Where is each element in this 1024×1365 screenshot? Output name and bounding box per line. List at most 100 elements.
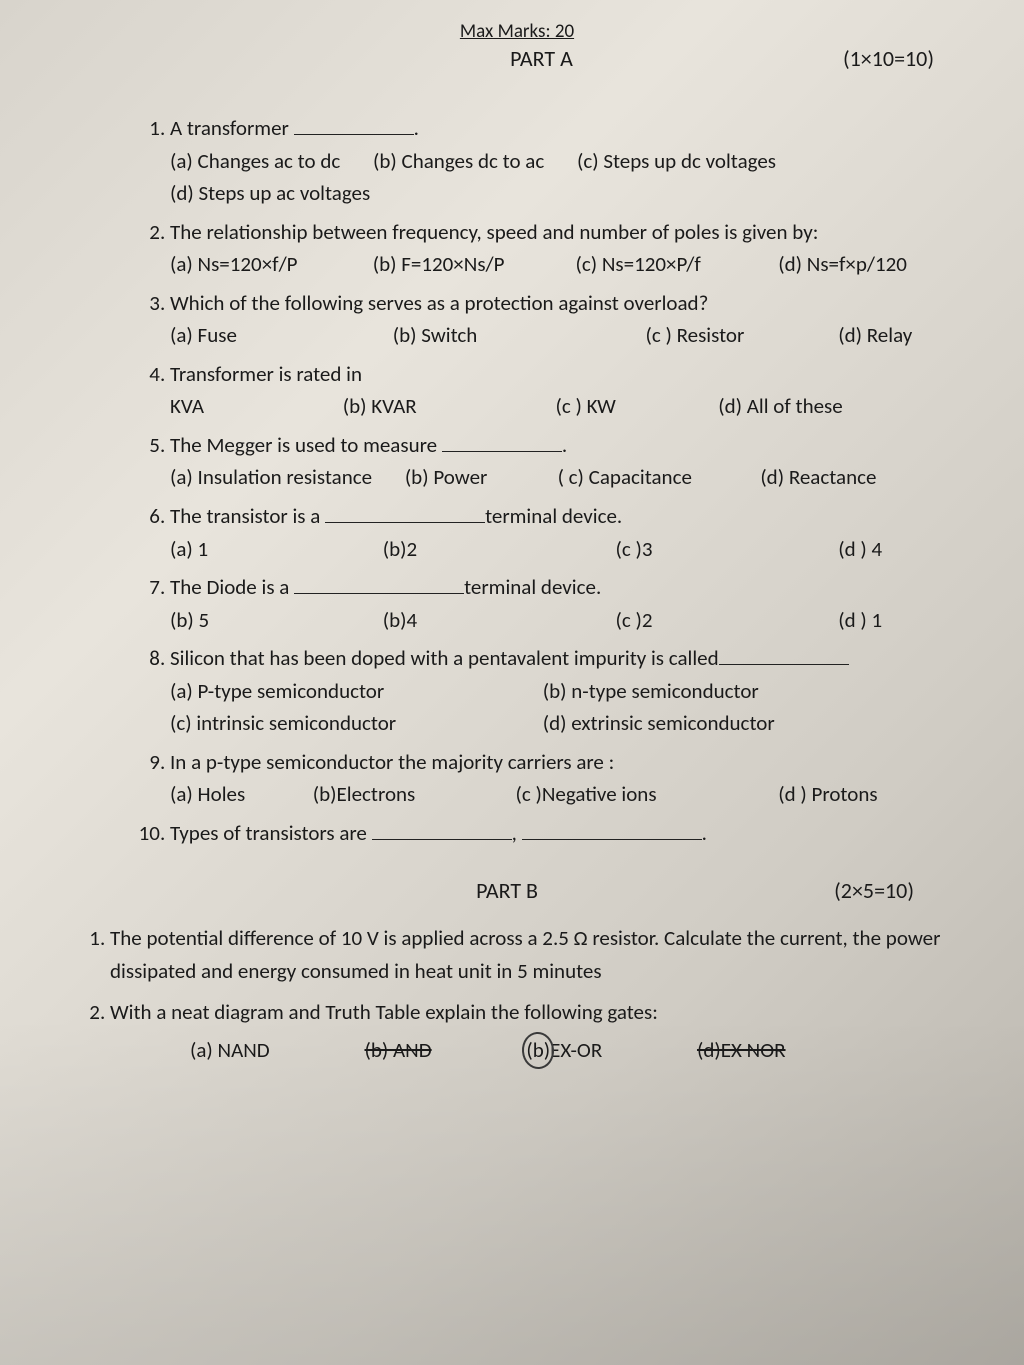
option-c: ( c) Capacitance bbox=[558, 461, 728, 494]
question-text: Which of the following serves as a prote… bbox=[170, 287, 974, 320]
blank bbox=[294, 574, 464, 594]
option-c: (c) Ns=120×P/f bbox=[576, 248, 746, 281]
q10-post: . bbox=[702, 820, 707, 846]
gate-c: (b)EX-OR bbox=[526, 1034, 602, 1067]
q7-post: terminal device. bbox=[464, 574, 601, 600]
options: (a) Insulation resistance (b) Power ( c)… bbox=[170, 461, 974, 494]
option-b: (b) Power bbox=[405, 461, 525, 494]
option-a: (a) Fuse bbox=[170, 319, 360, 352]
q10-mid: , bbox=[512, 820, 522, 846]
option-b: (b) Changes dc to ac bbox=[373, 145, 544, 178]
gates-options: (a) NAND (b) AND (b)EX-OR (d)EX NOR bbox=[110, 1034, 974, 1067]
blank bbox=[442, 432, 562, 452]
blank bbox=[522, 820, 702, 840]
option-a: (a) 1 bbox=[170, 533, 350, 566]
option-a: (a) P-type semiconductor bbox=[170, 675, 510, 708]
part-a-header: PART A (1×10=10) bbox=[60, 45, 974, 72]
question-3: Which of the following serves as a prote… bbox=[170, 287, 974, 352]
question-text: With a neat diagram and Truth Table expl… bbox=[110, 999, 658, 1025]
q6-post: terminal device. bbox=[485, 503, 622, 529]
gate-b-struck: (b) AND bbox=[364, 1034, 431, 1067]
options: KVA (b) KVAR (c ) KW (d) All of these bbox=[170, 390, 974, 423]
part-b-title: PART B bbox=[60, 877, 834, 904]
option-d: (d) Reactance bbox=[760, 461, 876, 494]
question-text: Silicon that has been doped with a penta… bbox=[170, 642, 974, 675]
blank bbox=[372, 820, 512, 840]
option-c: (c )2 bbox=[616, 604, 806, 637]
question-text: In a p-type semiconductor the majority c… bbox=[170, 746, 974, 779]
options: (a) Holes (b)Electrons (c )Negative ions… bbox=[170, 778, 974, 811]
q1-post: . bbox=[414, 115, 419, 141]
part-a-title: PART A bbox=[60, 45, 843, 72]
option-d: (d) Ns=f×p/120 bbox=[778, 248, 907, 281]
option-a: (a) Changes ac to dc bbox=[170, 145, 340, 178]
exam-page: Max Marks: 20 PART A (1×10=10) A transfo… bbox=[0, 0, 1024, 1095]
option-b: (b) n-type semiconductor bbox=[543, 675, 759, 708]
option-c: (c )Negative ions bbox=[516, 778, 746, 811]
option-a: KVA bbox=[170, 390, 310, 423]
gate-d-struck: (d)EX NOR bbox=[697, 1034, 786, 1067]
question-6: The transistor is a terminal device. (a)… bbox=[170, 500, 974, 565]
question-9: In a p-type semiconductor the majority c… bbox=[170, 746, 974, 811]
options: (a) Ns=120×f/P (b) F=120×Ns/P (c) Ns=120… bbox=[170, 248, 974, 281]
option-c: (c ) Resistor bbox=[646, 319, 806, 352]
hand-circle-icon: (b) bbox=[526, 1034, 550, 1067]
question-5: The Megger is used to measure . (a) Insu… bbox=[170, 429, 974, 494]
option-d: (d ) 4 bbox=[838, 533, 882, 566]
gate-a: (a) NAND bbox=[190, 1034, 270, 1067]
q10-pre: Types of transistors are bbox=[170, 820, 372, 846]
option-c: (c )3 bbox=[616, 533, 806, 566]
option-c: (c) intrinsic semiconductor bbox=[170, 707, 510, 740]
option-c: (c) Steps up dc voltages bbox=[577, 145, 776, 178]
blank bbox=[719, 645, 849, 665]
question-text: Transformer is rated in bbox=[170, 358, 974, 391]
part-a-questions: A transformer . (a) Changes ac to dc (b)… bbox=[60, 112, 974, 849]
question-text: The relationship between frequency, spee… bbox=[170, 216, 974, 249]
options: (a) Changes ac to dc (b) Changes dc to a… bbox=[170, 145, 974, 210]
question-4: Transformer is rated in KVA (b) KVAR (c … bbox=[170, 358, 974, 423]
option-d: (d) All of these bbox=[718, 390, 842, 423]
option-b: (b)Electrons bbox=[313, 778, 483, 811]
gate-c-text: EX-OR bbox=[550, 1037, 602, 1063]
option-c: (c ) KW bbox=[556, 390, 686, 423]
options: (b) 5 (b)4 (c )2 (d ) 1 bbox=[170, 604, 974, 637]
question-1: A transformer . (a) Changes ac to dc (b)… bbox=[170, 112, 974, 210]
question-text: The Megger is used to measure . bbox=[170, 429, 974, 462]
option-b: (b)2 bbox=[383, 533, 583, 566]
option-d: (d) Steps up ac voltages bbox=[170, 177, 370, 210]
question-7: The Diode is a terminal device. (b) 5 (b… bbox=[170, 571, 974, 636]
blank bbox=[325, 503, 485, 523]
option-a: (a) Holes bbox=[170, 778, 280, 811]
part-b-marks: (2×5=10) bbox=[834, 877, 974, 904]
question-8: Silicon that has been doped with a penta… bbox=[170, 642, 974, 740]
option-b: (b) Switch bbox=[393, 319, 613, 352]
option-d: (d ) Protons bbox=[778, 778, 877, 811]
question-10: Types of transistors are , . bbox=[170, 817, 974, 850]
option-b: (b)4 bbox=[383, 604, 583, 637]
option-d: (d) extrinsic semiconductor bbox=[543, 707, 775, 740]
part-a-marks: (1×10=10) bbox=[843, 45, 974, 72]
question-text: The Diode is a terminal device. bbox=[170, 571, 974, 604]
q5-pre: The Megger is used to measure bbox=[170, 432, 442, 458]
option-b: (b) F=120×Ns/P bbox=[373, 248, 543, 281]
part-b-header: PART B (2×5=10) bbox=[60, 877, 974, 904]
question-b1: The potential difference of 10 V is appl… bbox=[110, 922, 974, 987]
max-marks-header: Max Marks: 20 bbox=[60, 20, 974, 43]
option-b: (b) KVAR bbox=[343, 390, 523, 423]
option-d: (d ) 1 bbox=[838, 604, 882, 637]
part-b-questions: The potential difference of 10 V is appl… bbox=[60, 922, 974, 1066]
options: (a) P-type semiconductor (b) n-type semi… bbox=[170, 675, 974, 740]
question-b2: With a neat diagram and Truth Table expl… bbox=[110, 996, 974, 1067]
q8-pre: Silicon that has been doped with a penta… bbox=[170, 645, 719, 671]
option-d: (d) Relay bbox=[838, 319, 912, 352]
q6-pre: The transistor is a bbox=[170, 503, 325, 529]
blank bbox=[294, 115, 414, 135]
options: (a) Fuse (b) Switch (c ) Resistor (d) Re… bbox=[170, 319, 974, 352]
option-a: (b) 5 bbox=[170, 604, 350, 637]
options: (a) 1 (b)2 (c )3 (d ) 4 bbox=[170, 533, 974, 566]
question-text: The potential difference of 10 V is appl… bbox=[110, 925, 940, 984]
option-a: (a) Ns=120×f/P bbox=[170, 248, 340, 281]
q1-pre: A transformer bbox=[170, 115, 294, 141]
q5-post: . bbox=[562, 432, 567, 458]
option-a: (a) Insulation resistance bbox=[170, 461, 372, 494]
